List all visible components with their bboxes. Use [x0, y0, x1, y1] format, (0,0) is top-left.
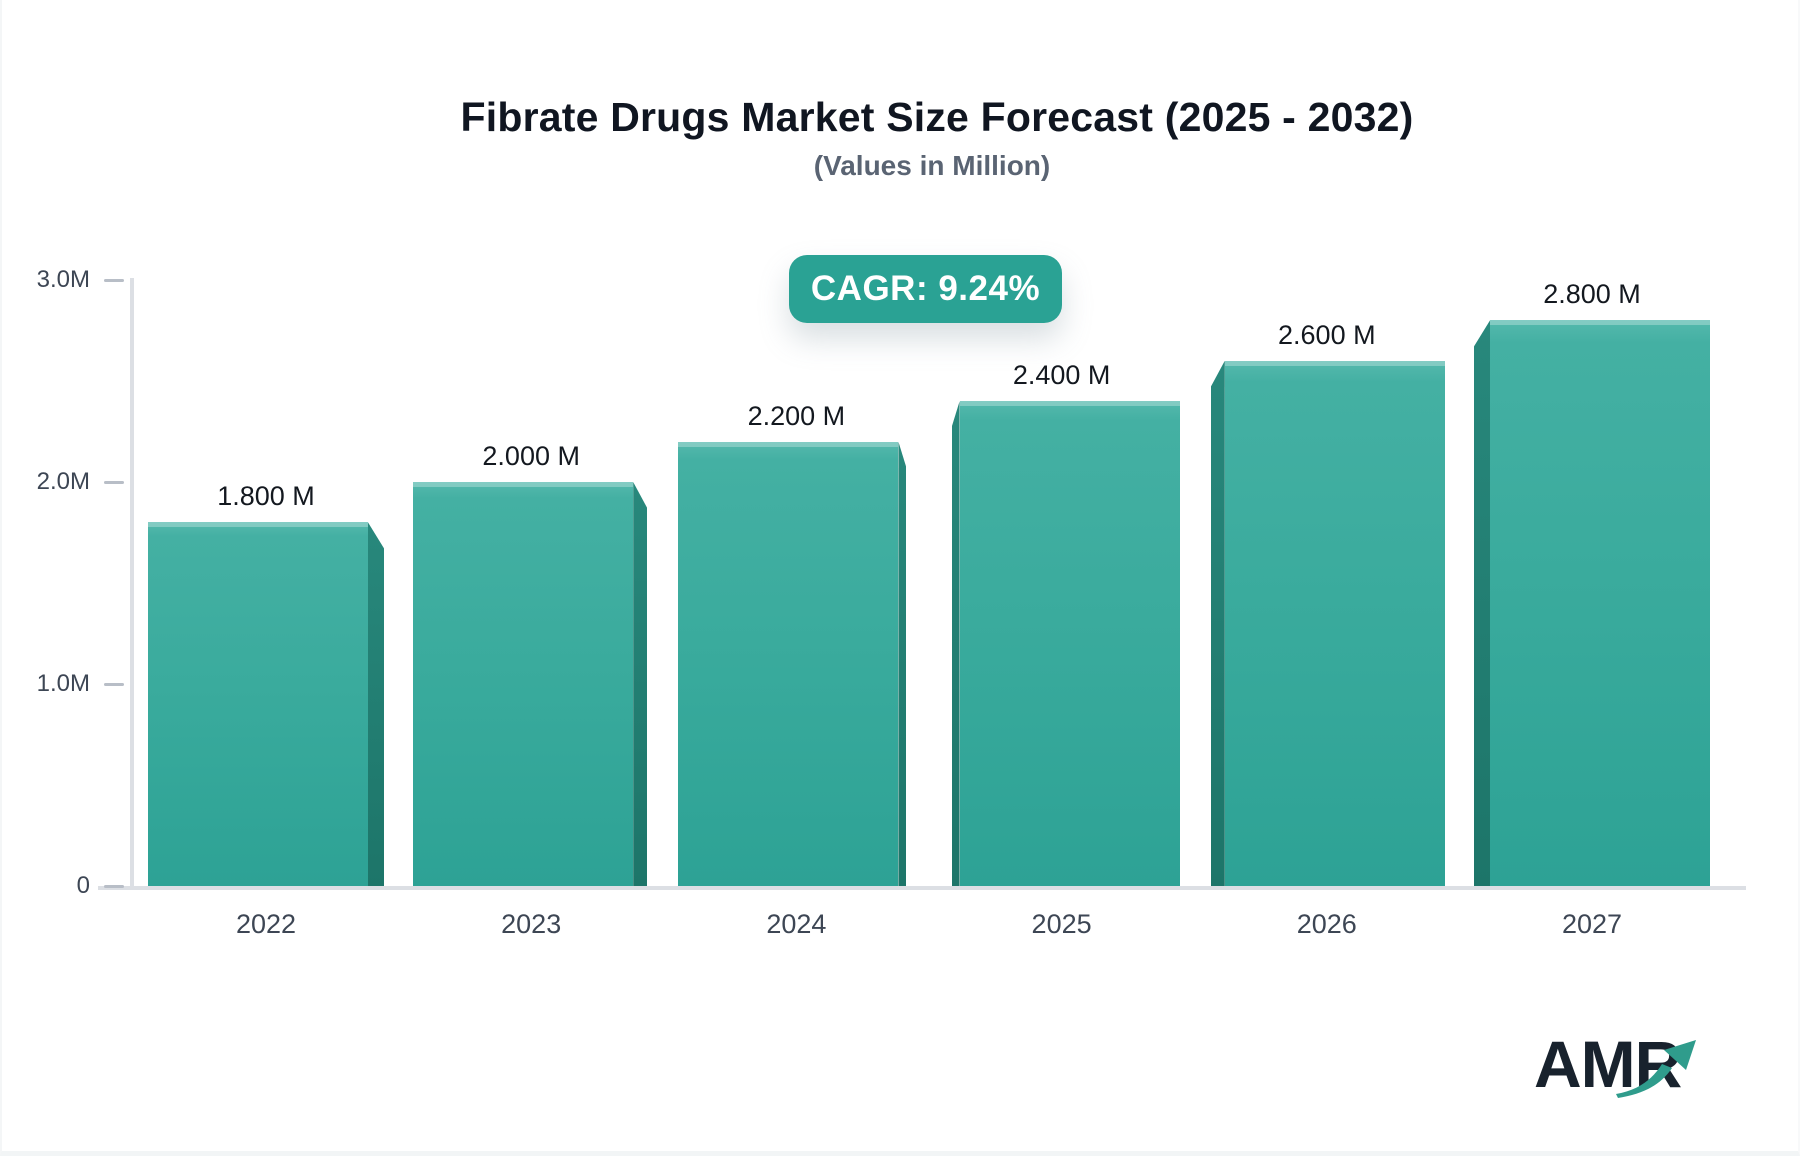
y-tick-label-2.0M: 2.0M — [36, 468, 90, 495]
y-tick-dash — [104, 683, 124, 686]
bar-2022[interactable] — [148, 522, 368, 886]
x-tick-label-2027: 2027 — [1561, 909, 1623, 939]
x-tick-label-2024: 2024 — [766, 909, 827, 939]
bar-side-2025 — [951, 401, 960, 886]
bar-2026[interactable] — [1224, 360, 1445, 886]
bar-side-2026 — [1210, 360, 1225, 886]
bar-value-label-2025: 2.400 M — [1012, 360, 1111, 391]
y-tick-label-0: 0 — [76, 872, 90, 899]
bar-value-label-2024: 2.200 M — [747, 400, 846, 431]
x-tick-label-2023: 2023 — [501, 909, 562, 939]
x-tick-label-2025: 2025 — [1031, 909, 1092, 939]
y-tick-dash — [104, 885, 124, 888]
growth-arrow-icon — [1616, 1040, 1696, 1098]
y-axis-line — [130, 278, 134, 888]
y-tick-dash — [104, 481, 124, 484]
bar-2024[interactable] — [678, 441, 899, 886]
bar-2025[interactable] — [959, 401, 1180, 886]
page-title: Fibrate Drugs Market Size Forecast (2025… — [460, 94, 1414, 140]
y-tick-label-3.0M: 3.0M — [36, 266, 90, 293]
bar-value-label-2026: 2.600 M — [1278, 319, 1376, 350]
y-tick-dash — [104, 279, 124, 282]
bar-side-2024 — [898, 441, 907, 886]
page-subtitle: (Values in Million) — [813, 150, 1051, 181]
bar-2023[interactable] — [413, 482, 634, 886]
bar-side-2023 — [633, 482, 648, 886]
bar-side-2022 — [368, 522, 384, 886]
y-tick-label-1.0M: 1.0M — [36, 670, 90, 697]
bar-value-label-2022: 1.800 M — [217, 481, 315, 512]
x-axis-line — [98, 886, 1746, 890]
x-tick-label-2026: 2026 — [1296, 909, 1357, 939]
bar-value-label-2023: 2.000 M — [482, 441, 580, 471]
bar-value-label-2027: 2.800 M — [1543, 279, 1641, 310]
amr-logo-text: AMR — [1534, 1027, 1682, 1101]
x-tick-label-2022: 2022 — [235, 909, 297, 939]
bar-side-2027 — [1474, 320, 1490, 886]
cagr-badge: CAGR: 9.24% — [789, 255, 1062, 323]
bar-2027[interactable] — [1490, 320, 1710, 886]
